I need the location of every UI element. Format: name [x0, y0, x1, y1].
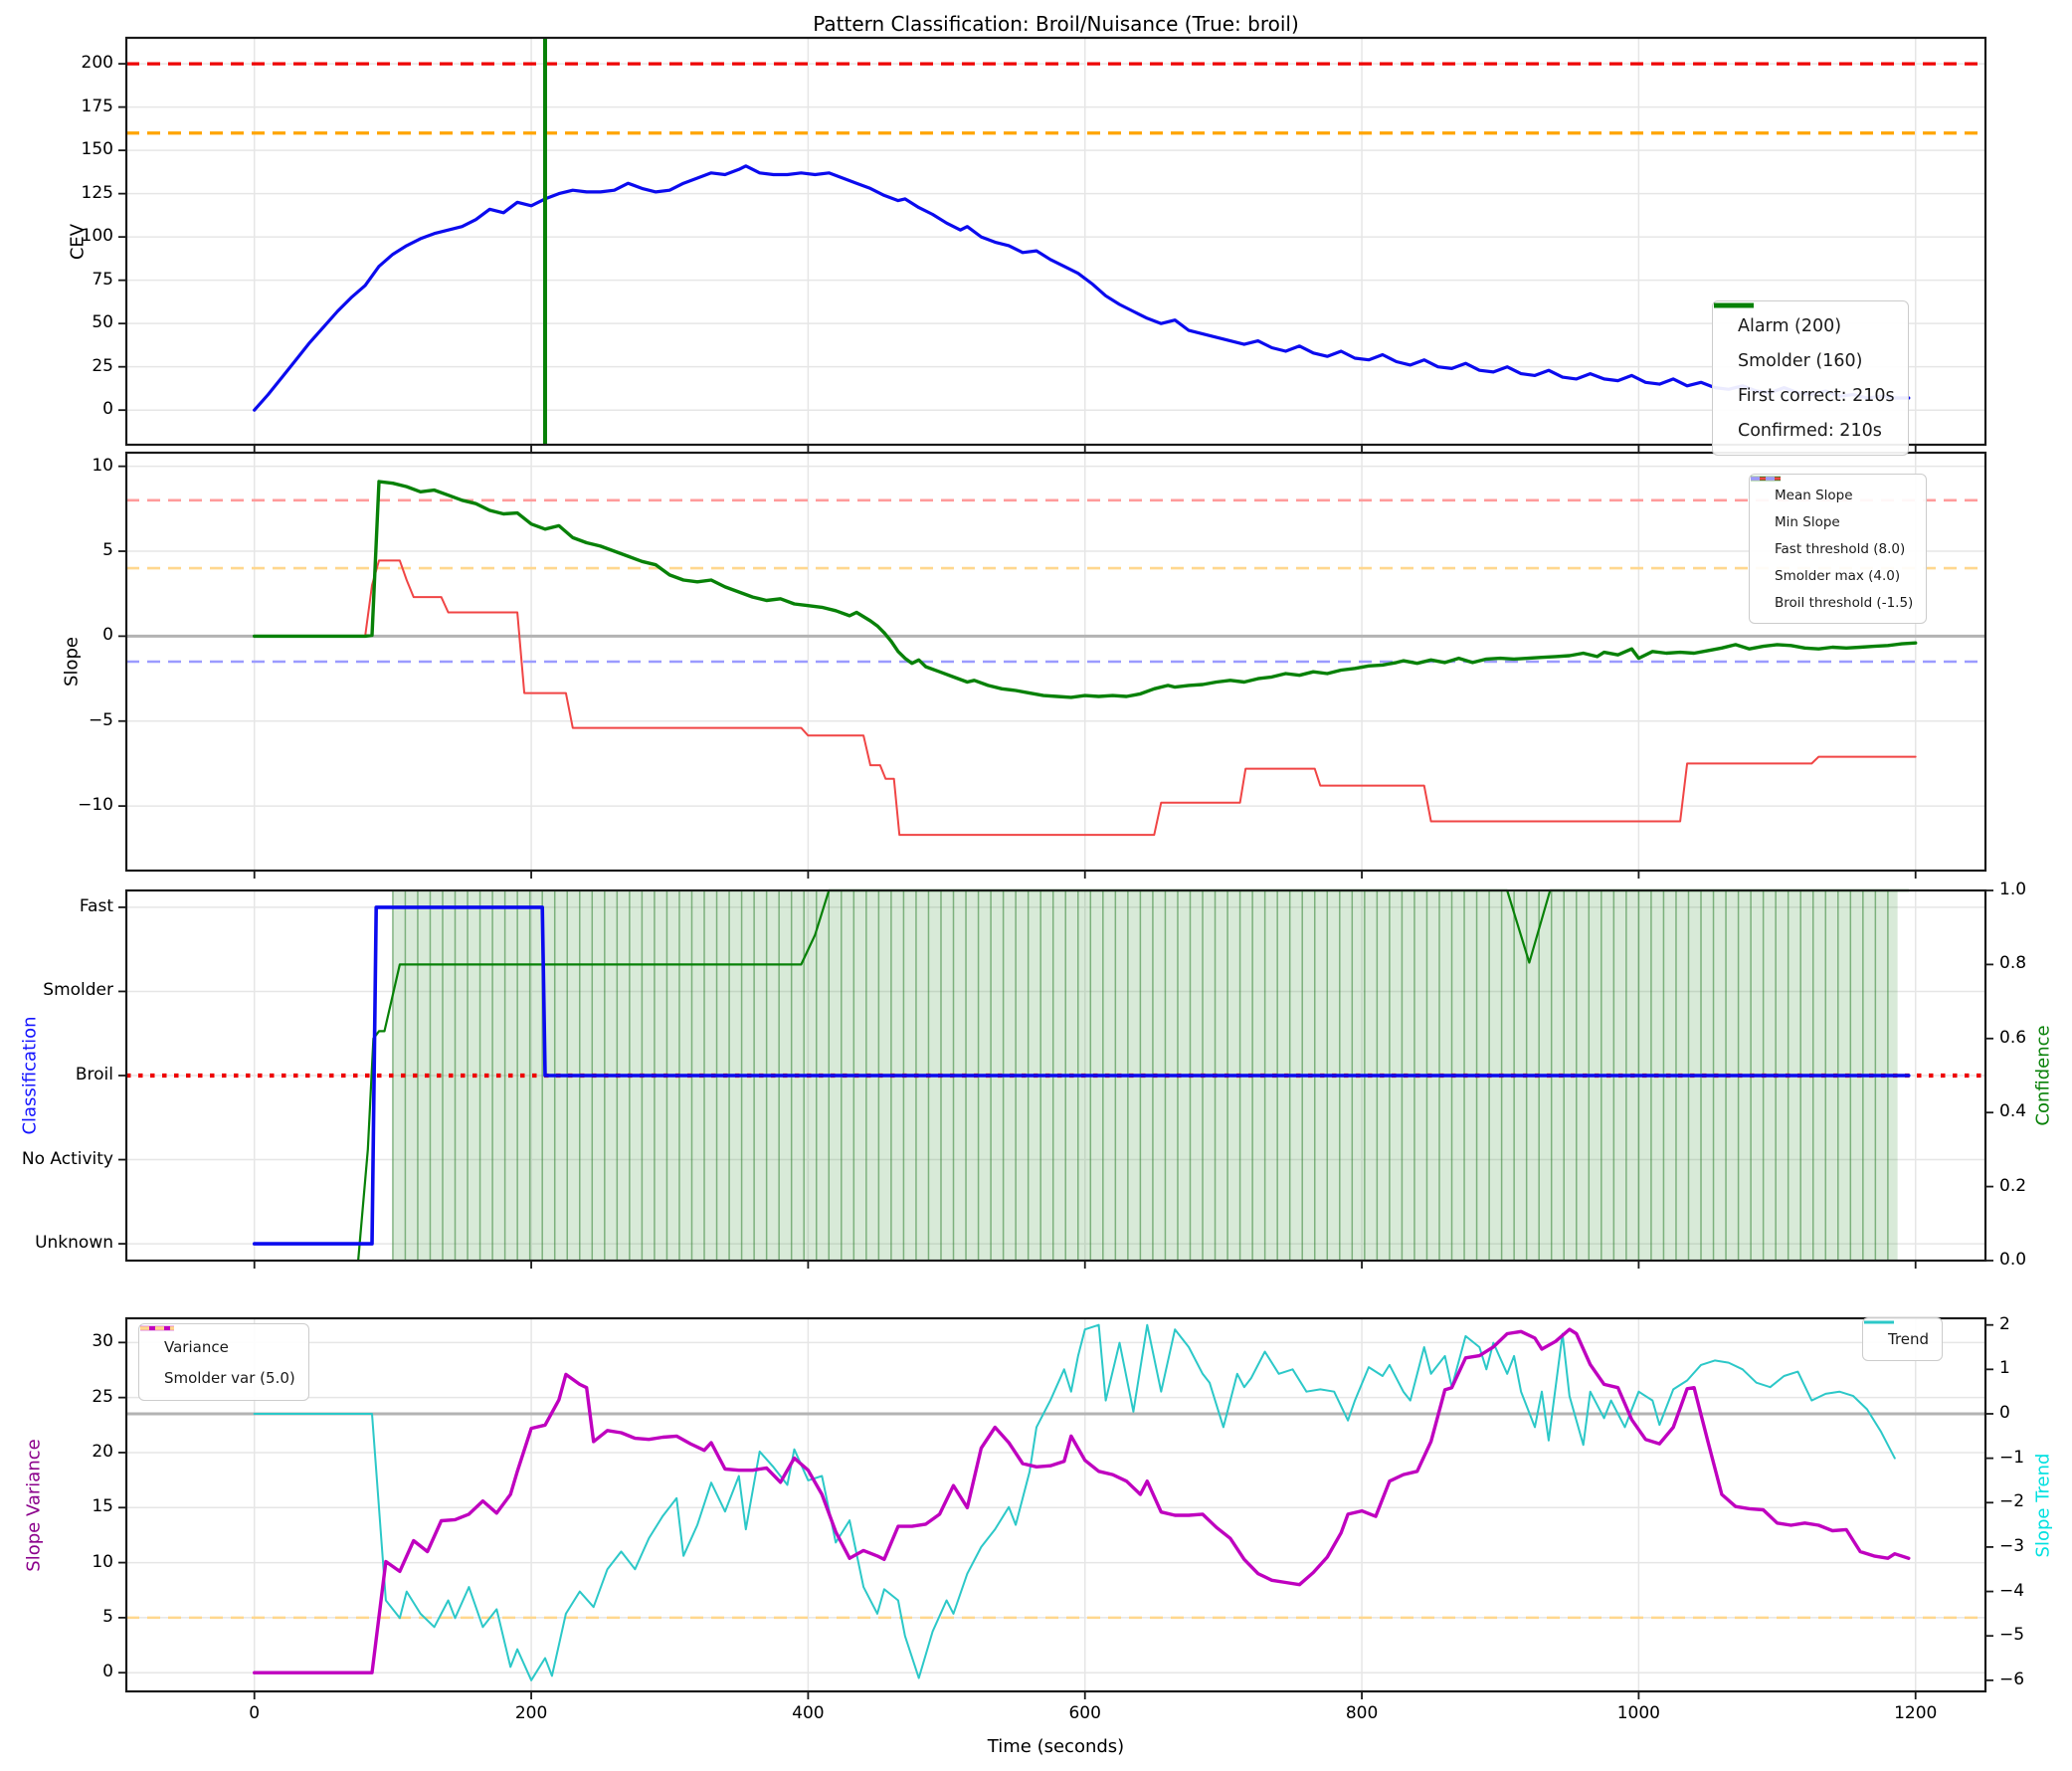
x-tick-label: 0	[249, 1703, 261, 1723]
y-tick-label: 15	[92, 1496, 113, 1517]
legend-item: Trend	[1864, 1320, 1930, 1353]
trend-line	[253, 1323, 1896, 1681]
x-tick-label: 1200	[1894, 1703, 1938, 1723]
panel-border	[124, 451, 1987, 873]
variance-legend: Variance Smolder var (5.0)	[138, 1323, 309, 1401]
legend-item: Confirmed: 210s	[1714, 302, 1895, 448]
panel-border	[124, 1316, 1987, 1693]
y-tick-label-right: −2	[1999, 1491, 2025, 1512]
confidence-axis-label: Confidence	[2032, 1025, 2054, 1126]
y-tick-label: −5	[88, 709, 113, 730]
y-tick-label: 200	[81, 53, 113, 74]
legend-label: Smolder max (4.0)	[1775, 567, 1901, 584]
legend-label: Smolder var (5.0)	[164, 1368, 295, 1387]
x-tick-label: 400	[792, 1703, 825, 1723]
legend-label: Alarm (200)	[1738, 315, 1842, 336]
y-tick-label-right: 0	[1999, 1402, 2010, 1423]
y-tick-label: 10	[92, 1551, 113, 1572]
y-tick-label-right: −6	[1999, 1669, 2025, 1689]
category-tick-label: Unknown	[35, 1233, 113, 1254]
min-slope-line	[253, 559, 1917, 837]
cev-legend: Alarm (200) Smolder (160) First correct: 2…	[1712, 300, 1909, 456]
y-tick-label-right: 0.8	[1999, 953, 2027, 974]
y-tick-label: 125	[81, 182, 113, 203]
y-tick-label: 0	[102, 399, 113, 420]
y-tick-label: 50	[92, 312, 113, 333]
cev-line	[253, 164, 1911, 412]
mean-slope-line	[253, 480, 1918, 699]
legend-item: Fast threshold (8.0)	[1751, 477, 1913, 562]
y-tick-label: 30	[92, 1331, 113, 1352]
variance-line	[253, 1327, 1911, 1674]
legend-label: Variance	[164, 1337, 229, 1356]
chart-title: Pattern Classification: Broil/Nuisance (…	[813, 12, 1299, 36]
legend-label: Min Slope	[1775, 513, 1840, 530]
legend-swatch	[1864, 1320, 1894, 1324]
y-tick-label: 0	[102, 1662, 113, 1682]
legend-item: Broil threshold (-1.5)	[1751, 477, 1914, 616]
legend-item: Mean Slope	[1751, 476, 1913, 508]
legend-label: Trend	[1888, 1330, 1930, 1348]
legend-label: Smolder (160)	[1738, 350, 1863, 371]
legend-item: First correct: 210s	[1714, 302, 1895, 413]
legend-item: Min Slope	[1751, 477, 1913, 535]
legend-item: Smolder max (4.0)	[1751, 477, 1913, 589]
y-tick-label: 20	[92, 1441, 113, 1462]
legend-label: Confirmed: 210s	[1738, 420, 1882, 441]
y-tick-label-right: 1	[1999, 1358, 2010, 1379]
slope-axis-label: Slope	[61, 637, 83, 687]
y-tick-label: −10	[78, 795, 113, 816]
y-tick-label-right: −3	[1999, 1535, 2025, 1556]
category-tick-label: Smolder	[43, 980, 113, 1001]
category-tick-label: Broil	[75, 1065, 113, 1084]
y-tick-label: 75	[92, 269, 113, 290]
y-tick-label-right: −5	[1999, 1625, 2025, 1646]
legend-label: Fast threshold (8.0)	[1775, 540, 1906, 557]
legend-item: Smolder (160)	[1714, 302, 1895, 378]
y-tick-label-right: 1.0	[1999, 880, 2027, 899]
y-tick-label: 0	[102, 625, 113, 646]
trend-legend: Trend	[1862, 1317, 1944, 1361]
y-tick-label-right: 0.4	[1999, 1101, 2027, 1122]
y-tick-label-right: 0.2	[1999, 1175, 2027, 1196]
legend-swatch	[1751, 477, 1781, 481]
y-tick-label: 5	[102, 1606, 113, 1627]
x-tick-label: 600	[1068, 1703, 1101, 1723]
legend-swatch	[1714, 302, 1754, 308]
y-tick-label: 100	[81, 226, 113, 247]
legend-swatch	[140, 1326, 174, 1330]
legend-label: First correct: 210s	[1738, 385, 1895, 406]
x-tick-label: 200	[514, 1703, 548, 1723]
y-tick-label-right: −1	[1999, 1447, 2025, 1468]
panel-border	[124, 36, 1987, 447]
classification-line	[252, 905, 1911, 1246]
slope-trend-axis-label: Slope Trend	[2032, 1453, 2054, 1557]
y-tick-label: 175	[81, 96, 113, 116]
legend-item: Variance	[140, 1325, 295, 1362]
x-axis-label: Time (seconds)	[987, 1736, 1125, 1757]
legend-label: Broil threshold (-1.5)	[1775, 594, 1914, 611]
slope-legend: Mean Slope Min Slope Fast threshold (8.0) S…	[1749, 474, 1928, 624]
legend-item: Alarm (200)	[1714, 302, 1895, 343]
y-tick-label: 10	[92, 455, 113, 476]
y-tick-label-right: 2	[1999, 1313, 2010, 1334]
y-tick-label: 25	[92, 1386, 113, 1407]
y-tick-label-right: −4	[1999, 1580, 2025, 1601]
legend-label: Mean Slope	[1775, 487, 1853, 503]
y-tick-label: 150	[81, 139, 113, 160]
x-tick-label: 800	[1345, 1703, 1379, 1723]
y-tick-label: 25	[92, 355, 113, 376]
category-tick-label: Fast	[79, 895, 113, 916]
y-tick-label-right: 0.0	[1999, 1250, 2027, 1270]
category-tick-label: No Activity	[21, 1148, 113, 1169]
y-tick-label-right: 0.6	[1999, 1027, 2027, 1048]
x-tick-label: 1000	[1616, 1703, 1660, 1723]
y-tick-label: 5	[102, 540, 113, 561]
legend-item: Smolder var (5.0)	[140, 1326, 295, 1393]
